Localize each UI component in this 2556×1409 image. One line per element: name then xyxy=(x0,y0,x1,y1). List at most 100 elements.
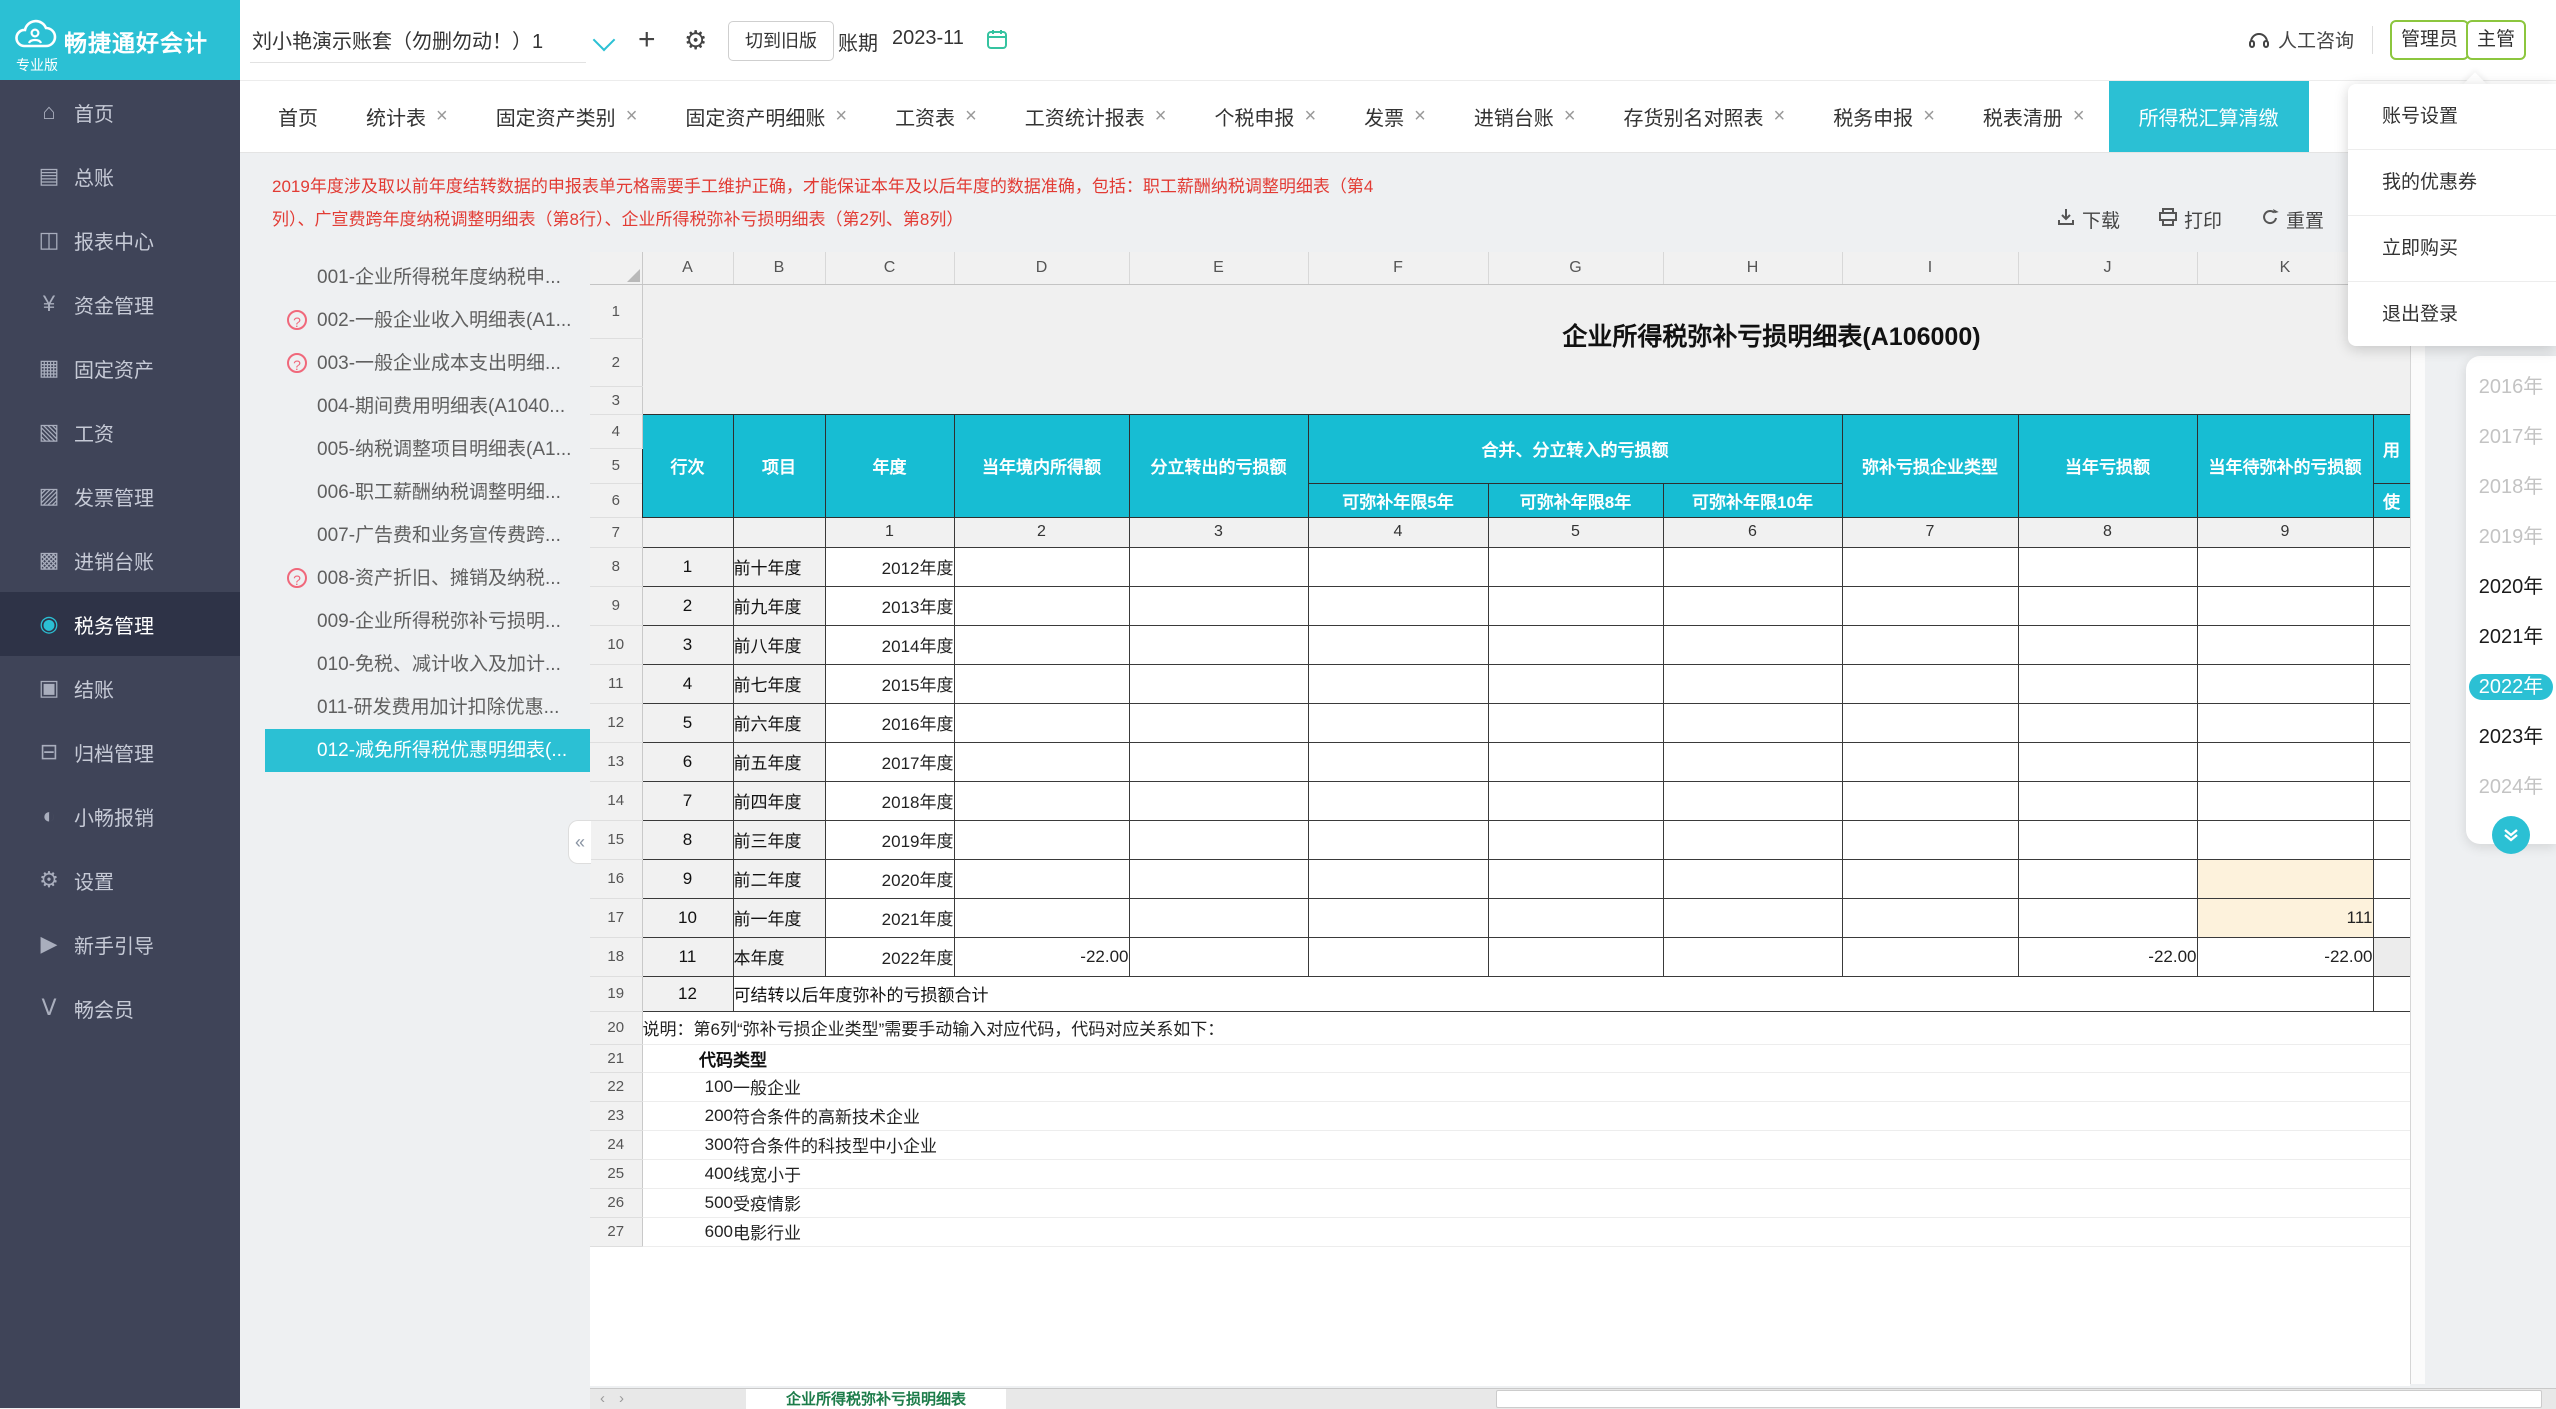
menu-item-账号设置[interactable]: 账号设置 xyxy=(2348,84,2556,150)
sheet-cell[interactable] xyxy=(2372,624,2410,665)
tab-统计表[interactable]: 统计表 × xyxy=(342,80,472,152)
sidebar-item-工资[interactable]: ▧ 工资 xyxy=(0,400,240,464)
sheet-cell[interactable]: 5 xyxy=(1487,516,1664,548)
sheet-cell[interactable] xyxy=(2196,858,2374,899)
row-header[interactable]: 10 xyxy=(590,625,643,665)
sidebar-item-发票管理[interactable]: ▨ 发票管理 xyxy=(0,464,240,528)
column-header-C[interactable]: C xyxy=(825,252,955,285)
sheet-cell[interactable] xyxy=(1128,585,1309,626)
column-header-E[interactable]: E xyxy=(1129,252,1309,285)
sheet-cell[interactable] xyxy=(1487,702,1664,743)
report-item[interactable]: 009-企业所得税弥补亏损明... xyxy=(255,600,590,643)
menu-item-我的优惠券[interactable]: 我的优惠券 xyxy=(2348,150,2556,216)
sheet-cell[interactable] xyxy=(1841,663,2019,704)
period-value[interactable]: 2023-11 xyxy=(892,27,964,49)
sidebar-item-总账[interactable]: ▤ 总账 xyxy=(0,144,240,208)
tab-个税申报[interactable]: 个税申报 × xyxy=(1190,80,1340,152)
tab-存货别名对照表[interactable]: 存货别名对照表 × xyxy=(1600,80,1810,152)
sheet-cell[interactable]: 3 xyxy=(641,624,734,665)
sheet-cell[interactable] xyxy=(1487,780,1664,821)
sheet-cell[interactable]: 100 xyxy=(642,1072,733,1102)
close-icon[interactable]: × xyxy=(2072,104,2085,127)
sheet-cell[interactable] xyxy=(1662,936,1843,977)
tab-所得税汇算清缴[interactable]: 所得税汇算清缴 xyxy=(2108,80,2309,152)
sheet-cell[interactable] xyxy=(2017,858,2198,899)
sheet-cell[interactable]: 符合条件的高新技术企业 xyxy=(733,1101,2410,1131)
sheet-cell[interactable] xyxy=(953,624,1130,665)
year-item-2018年[interactable]: 2018年 xyxy=(2466,462,2556,512)
column-header-G[interactable]: G xyxy=(1488,252,1664,285)
sheet-cell[interactable] xyxy=(953,897,1130,938)
sheet-cell[interactable] xyxy=(1841,624,2019,665)
sheet-cell[interactable] xyxy=(1662,897,1843,938)
sheet-cell[interactable]: 600 xyxy=(642,1217,733,1247)
sheet-cell[interactable] xyxy=(953,702,1130,743)
sheet-cell[interactable] xyxy=(1128,936,1309,977)
row-header[interactable]: 7 xyxy=(590,517,643,548)
horizontal-scrollbar[interactable] xyxy=(1496,1390,2542,1408)
row-header[interactable]: 24 xyxy=(590,1130,643,1160)
sheet-cell[interactable]: 10 xyxy=(641,897,734,938)
report-item[interactable]: 001-企业所得税年度纳税申... xyxy=(255,256,590,299)
type-header[interactable]: 类型 xyxy=(733,1044,2410,1073)
gear-icon[interactable]: ⚙ xyxy=(684,25,708,55)
sheet-cell[interactable]: 2014年度 xyxy=(824,624,955,665)
sheet-cell[interactable]: 2022年度 xyxy=(824,936,955,977)
sheet-cell[interactable] xyxy=(953,741,1130,782)
sheet-cell[interactable] xyxy=(641,516,734,548)
year-item-2017年[interactable]: 2017年 xyxy=(2466,412,2556,462)
row-header[interactable]: 16 xyxy=(590,859,643,899)
sheet-cell[interactable] xyxy=(732,516,826,548)
sheet-cell[interactable] xyxy=(953,663,1130,704)
sheet-cell[interactable] xyxy=(1662,624,1843,665)
sheet-cell[interactable] xyxy=(2017,819,2198,860)
report-item[interactable]: 010-免税、减计收入及加计... xyxy=(255,643,590,686)
sheet-cell[interactable]: 2018年度 xyxy=(824,780,955,821)
sheet-cell[interactable]: -22.00 xyxy=(2196,936,2374,977)
tab-税务申报[interactable]: 税务申报 × xyxy=(1809,80,1959,152)
sheet-cell[interactable]: 一般企业 xyxy=(733,1072,2410,1102)
sheet-cell[interactable]: 3 xyxy=(1128,516,1309,548)
sheet-cell[interactable] xyxy=(2196,741,2374,782)
sheet-cell[interactable] xyxy=(2372,546,2410,587)
column-header-H[interactable]: H xyxy=(1663,252,1843,285)
sheet-cell[interactable]: 8 xyxy=(641,819,734,860)
sheet-cell[interactable]: 8 xyxy=(2017,516,2198,548)
sheet-cell[interactable] xyxy=(1128,741,1309,782)
sheet-cell[interactable] xyxy=(1662,585,1843,626)
sheet-cell[interactable]: 200 xyxy=(642,1101,733,1131)
sheet-cell[interactable] xyxy=(2372,741,2410,782)
sheet-cell[interactable] xyxy=(2017,585,2198,626)
sheet-cell[interactable] xyxy=(2196,780,2374,821)
sheet-cell[interactable]: 400 xyxy=(642,1159,733,1189)
sheet-cell[interactable]: 1 xyxy=(824,516,955,548)
sidebar-item-进销台账[interactable]: ▩ 进销台账 xyxy=(0,528,240,592)
row-header[interactable]: 19 xyxy=(590,976,643,1012)
sheet-cell[interactable] xyxy=(1841,741,2019,782)
sheet-cell[interactable] xyxy=(2372,516,2411,548)
sheet-cell[interactable]: 前五年度 xyxy=(732,741,826,782)
sheet-cell[interactable] xyxy=(1307,897,1489,938)
column-header-B[interactable]: B xyxy=(733,252,826,285)
sheet-cell[interactable] xyxy=(1307,624,1489,665)
sheet-cell[interactable]: 300 xyxy=(642,1130,733,1160)
column-header-A[interactable]: A xyxy=(642,252,734,285)
tab-固定资产类别[interactable]: 固定资产类别 × xyxy=(472,80,662,152)
sheet-cell[interactable] xyxy=(1841,858,2019,899)
sheet-cell[interactable] xyxy=(1128,663,1309,704)
sheet-cell[interactable] xyxy=(2372,936,2410,977)
sheet-cell[interactable] xyxy=(1487,741,1664,782)
row-header[interactable]: 23 xyxy=(590,1101,643,1131)
empty-band[interactable] xyxy=(642,386,2410,414)
close-icon[interactable]: × xyxy=(1563,104,1576,127)
sheet-cell[interactable] xyxy=(2372,780,2410,821)
row-header[interactable]: 26 xyxy=(590,1188,643,1218)
sheet-cell[interactable] xyxy=(2196,546,2374,587)
row-header[interactable]: 14 xyxy=(590,781,643,821)
sheet-cell[interactable] xyxy=(2372,975,2410,1012)
report-item[interactable]: 005-纳税调整项目明细表(A1... xyxy=(255,428,590,471)
sheet-cell[interactable] xyxy=(1487,663,1664,704)
sheet-cell[interactable] xyxy=(1487,585,1664,626)
sheet-cell[interactable]: 6 xyxy=(641,741,734,782)
sheet-cell[interactable] xyxy=(1307,936,1489,977)
